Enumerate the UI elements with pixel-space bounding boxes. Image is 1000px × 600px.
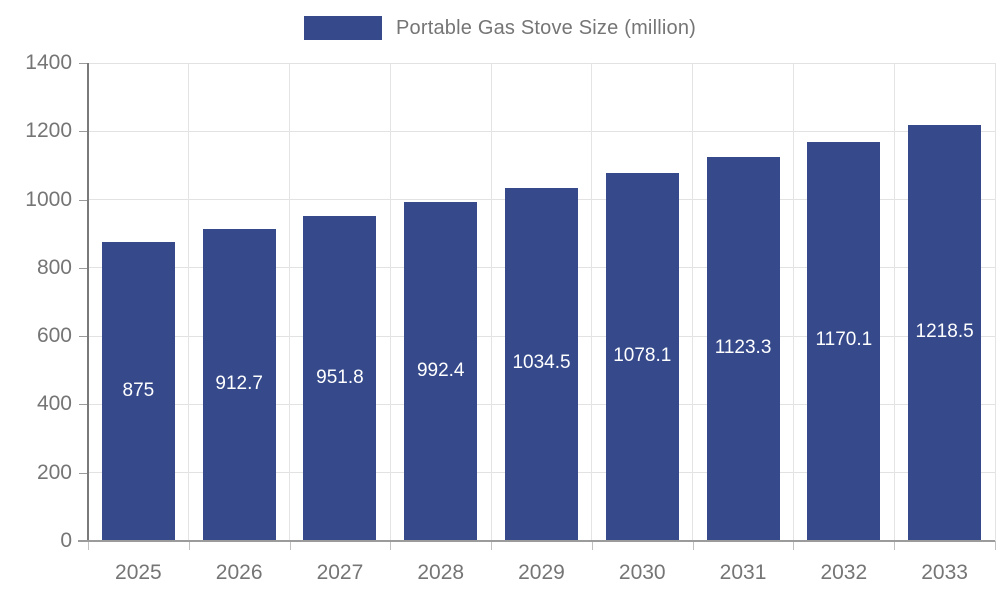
gridline-vertical [792,63,794,541]
x-axis-tick [390,541,392,550]
bar-value-label: 875 [122,379,155,401]
bar-value-label: 951.8 [316,366,364,388]
y-axis-tick-label: 800 [36,255,72,279]
x-axis-tick [88,541,89,550]
y-axis-tick-label: 200 [36,460,72,484]
y-axis-tick [79,404,87,406]
bar-2028[interactable]: 992.4 [404,202,478,541]
y-axis-tick [79,131,87,133]
x-axis-tick [995,541,996,550]
x-axis-tick-label: 2029 [518,561,565,584]
x-axis-tick-label: 2030 [618,561,666,584]
gridline-vertical [490,63,492,541]
gridline-vertical [289,63,291,541]
gridline-vertical [188,63,190,541]
legend-label: Portable Gas Stove Size (million) [395,16,697,39]
y-axis-line [87,63,89,541]
x-axis-tick-label: 2032 [820,561,868,584]
bar-value-label: 1034.5 [512,352,571,374]
bar-2033[interactable]: 1218.5 [908,124,982,541]
bar-value-label: 1123.3 [714,337,772,359]
gridline-vertical [692,63,694,541]
y-axis-tick [79,336,87,338]
y-axis-tick-label: 400 [36,392,72,416]
gridline-vertical [389,63,391,541]
y-axis-tick-label: 1000 [25,187,72,211]
bar-value-label: 1078.1 [613,344,672,366]
bar-value-label: 1218.5 [915,320,974,342]
x-axis-tick-label: 2027 [316,561,364,584]
x-axis-tick [188,541,190,550]
gridline-vertical [994,63,996,541]
y-axis-tick-label: 1200 [25,119,72,143]
bar-value-label: 1170.1 [815,329,873,351]
x-axis-tick [591,541,593,550]
bar-2031[interactable]: 1123.3 [706,157,780,541]
x-axis-tick-label: 2031 [719,561,767,584]
x-axis-tick-label: 2033 [921,561,968,584]
x-axis-tick [894,541,896,550]
x-axis-tick [491,541,493,550]
bar-2027[interactable]: 951.8 [303,216,377,541]
bar-2025[interactable]: 875 [101,242,175,541]
plot-area: 875 912.7 951.8 992.4 1034.5 1078.1 1123.3 1170… [87,62,996,541]
legend[interactable]: Portable Gas Stove Size (million) [0,16,1000,40]
x-axis-tick [692,541,694,550]
gridline-vertical [591,63,593,541]
legend-swatch [303,16,382,40]
x-axis-tick-label: 2028 [417,561,465,584]
bar-value-label: 992.4 [416,359,465,381]
gridline-horizontal [88,62,995,64]
x-axis-line [78,540,995,542]
y-axis-tick-label: 1400 [25,51,72,74]
y-axis-tick-label: 600 [36,324,72,348]
y-axis-tick-label: 0 [60,529,72,552]
bar-2026[interactable]: 912.7 [202,229,276,541]
y-axis-tick [79,63,87,64]
y-axis-tick [79,472,87,474]
bar-2030[interactable]: 1078.1 [605,172,679,541]
gridline-horizontal [88,130,995,132]
y-axis-tick [79,267,87,269]
y-axis-tick [79,199,87,201]
x-axis-tick [793,541,795,550]
bar-2029[interactable]: 1034.5 [505,187,578,541]
bar-value-label: 912.7 [215,373,263,395]
x-axis-tick-label: 2026 [215,561,263,584]
x-axis-tick [289,541,291,550]
bar-2032[interactable]: 1170.1 [807,141,881,541]
gridline-vertical [893,63,895,541]
x-axis-tick-label: 2025 [115,561,162,584]
